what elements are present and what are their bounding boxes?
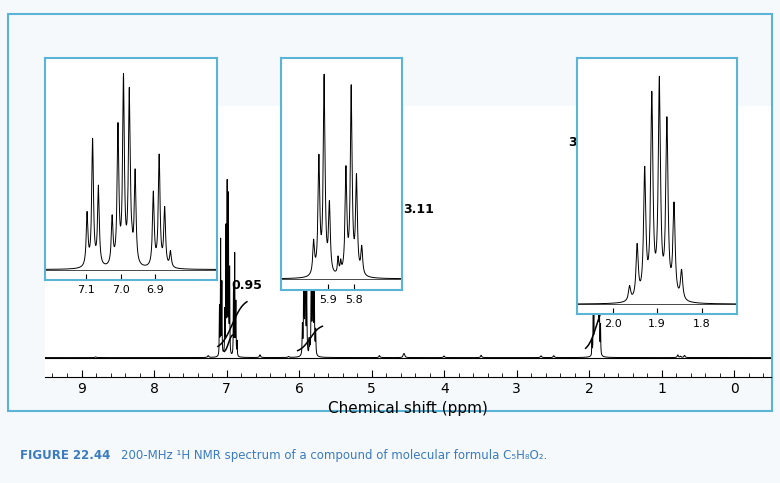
X-axis label: Chemical shift (ppm): Chemical shift (ppm) <box>328 401 488 416</box>
Text: 200-MHz ¹H NMR spectrum of a compound of molecular formula C₅H₈O₂.: 200-MHz ¹H NMR spectrum of a compound of… <box>121 449 547 462</box>
Text: 3.11: 3.11 <box>403 203 434 216</box>
Text: 0.94: 0.94 <box>284 236 314 249</box>
Text: FIGURE 22.44: FIGURE 22.44 <box>20 449 110 462</box>
Text: 0.95: 0.95 <box>232 279 262 292</box>
Text: 3.00: 3.00 <box>568 136 599 149</box>
